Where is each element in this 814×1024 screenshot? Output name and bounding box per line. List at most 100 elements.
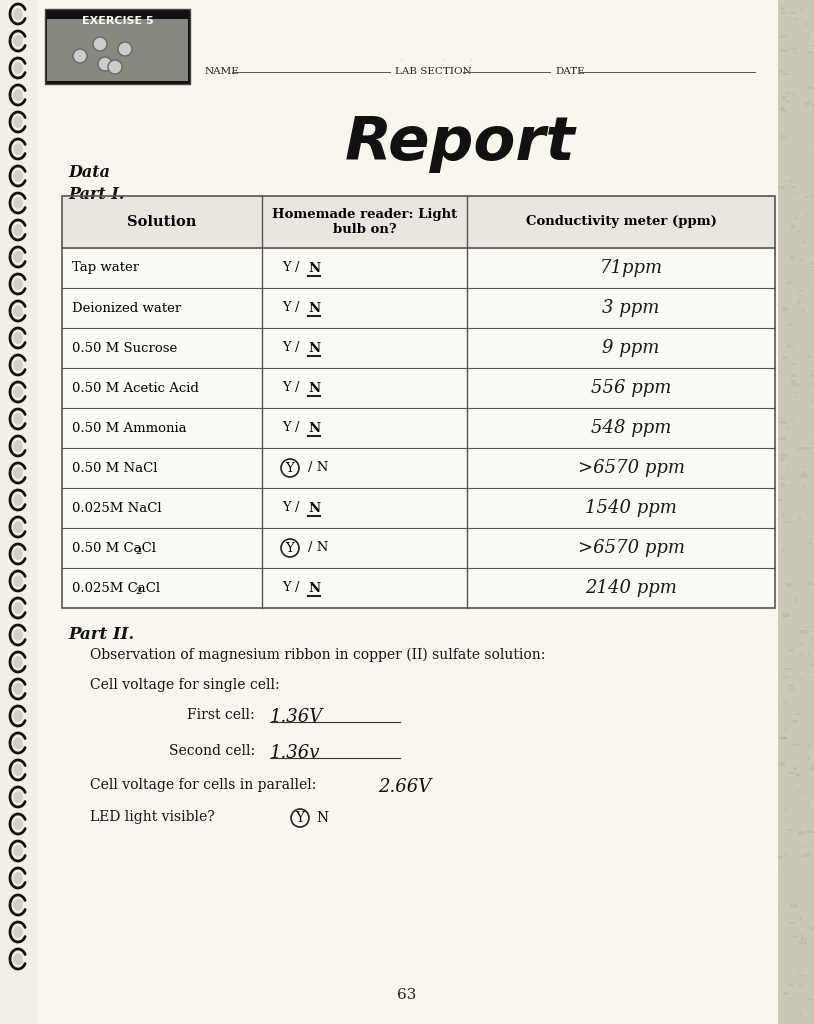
Ellipse shape [13,332,23,344]
Text: 2: 2 [136,588,142,597]
Bar [788,649,794,652]
Bar [789,426,790,429]
Bar [782,550,785,552]
Bar [788,772,795,774]
Bar [800,879,803,882]
Bar [778,856,783,859]
Bar [780,477,785,480]
Bar [787,345,794,348]
Bar [811,766,814,769]
Ellipse shape [13,548,23,560]
Text: 63: 63 [397,988,417,1002]
Bar [800,918,802,921]
Text: Deionized water: Deionized water [72,301,182,314]
Bar [796,773,798,776]
Text: N: N [308,301,320,314]
Text: Homemade reader: Light
bulb on?: Homemade reader: Light bulb on? [272,208,457,236]
Bar [791,48,798,50]
Bar [782,615,789,617]
Bar [810,375,814,378]
Bar [790,688,795,691]
Bar [811,381,812,385]
Text: N: N [308,382,320,394]
Circle shape [73,49,87,63]
Ellipse shape [13,575,23,587]
Bar [812,434,814,437]
Bar [779,35,786,38]
Bar [794,217,797,220]
Bar [782,356,789,359]
Bar [812,400,814,403]
Text: Data: Data [68,164,110,181]
Text: N: N [308,502,320,514]
Bar [808,769,812,771]
Bar [783,74,788,75]
Text: 2140 ppm: 2140 ppm [585,579,677,597]
Ellipse shape [13,737,23,749]
Bar [781,181,786,182]
Bar [778,904,780,905]
Bar [786,100,790,102]
Bar [787,343,790,345]
Ellipse shape [13,926,23,938]
Text: 0.50 M CaCl: 0.50 M CaCl [72,542,156,555]
Ellipse shape [13,62,23,74]
Ellipse shape [13,413,23,425]
Bar [792,383,799,387]
Text: / N: / N [308,462,328,474]
Bar [801,934,803,938]
Text: Y /: Y / [282,382,300,394]
Text: .                  .           .: . . . [367,56,473,62]
Bar [62,408,775,449]
Bar [781,821,782,823]
Bar [784,737,786,738]
Bar [783,521,791,523]
Bar [780,108,784,112]
Bar [799,984,803,987]
Bar [812,148,814,151]
Ellipse shape [13,764,23,776]
Bar [790,901,793,904]
Text: 2: 2 [136,548,142,556]
Text: 2.66V: 2.66V [378,778,431,796]
Bar [791,374,797,377]
Ellipse shape [13,818,23,830]
Bar [786,583,793,587]
Bar [791,720,798,723]
Ellipse shape [13,305,23,317]
Bar [799,940,807,944]
Bar [802,484,806,488]
Bar [807,830,814,833]
Bar [790,105,794,106]
Bar [45,9,190,84]
Bar [778,0,814,1024]
Bar [799,159,801,162]
Text: Y: Y [295,811,304,825]
Bar [62,568,775,608]
Bar [799,259,803,261]
Bar [793,845,794,847]
Bar [802,793,807,795]
Text: First cell:: First cell: [187,708,255,722]
Text: N: N [308,422,320,434]
Text: Y: Y [286,462,295,474]
Bar [786,944,790,945]
Bar [796,791,802,793]
Bar [808,696,811,699]
Bar [799,631,807,634]
Bar [799,295,801,299]
Bar [781,455,789,457]
Bar [796,313,798,317]
Bar [804,200,807,202]
Bar [802,440,803,442]
Bar [791,225,794,229]
Bar [786,853,787,856]
Text: Y /: Y / [282,341,300,354]
Text: 3 ppm: 3 ppm [602,299,659,317]
Ellipse shape [13,899,23,911]
Text: Second cell:: Second cell: [168,744,255,758]
Text: / N: / N [308,542,328,555]
Bar [803,854,810,857]
Bar [786,34,787,38]
Bar [62,449,775,488]
